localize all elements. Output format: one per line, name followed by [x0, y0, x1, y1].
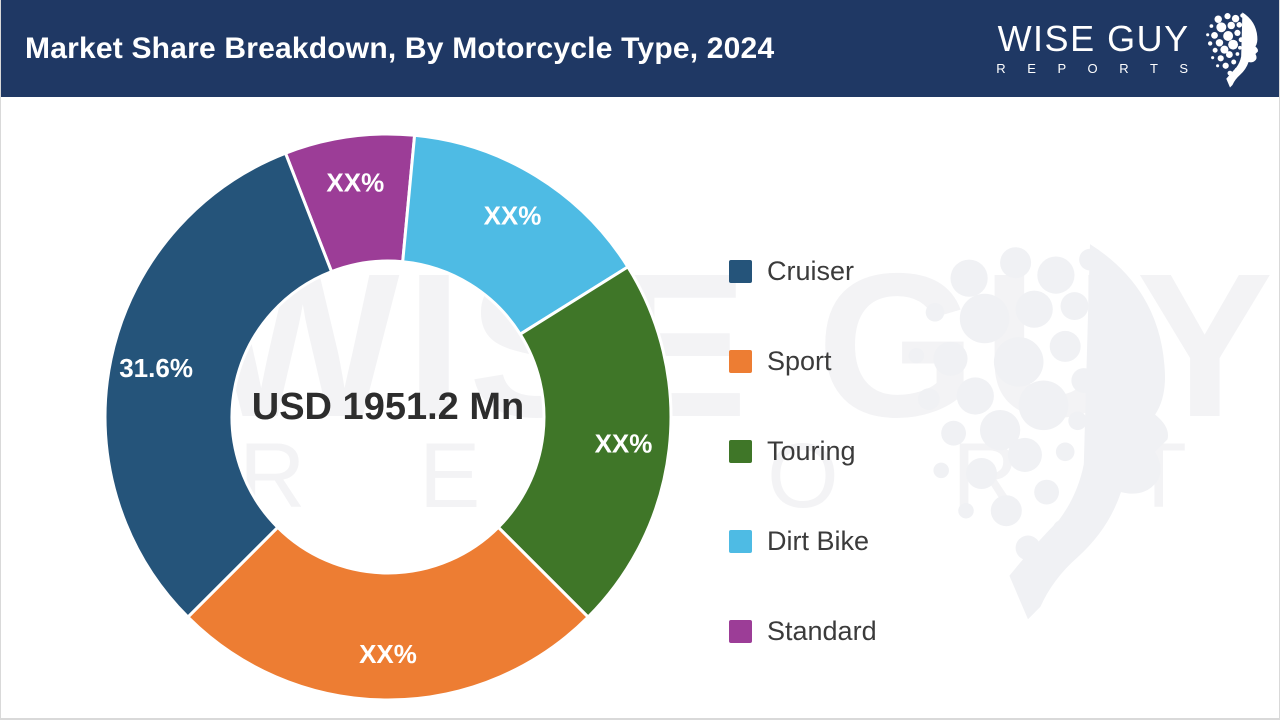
legend-label-dirt-bike: Dirt Bike — [767, 525, 870, 556]
chart-center-value: USD 1951.2 Mn — [251, 386, 525, 428]
legend-item-dirt-bike: Dirt Bike — [729, 516, 877, 566]
page-title: Market Share Breakdown, By Motorcycle Ty… — [25, 31, 775, 65]
segment-value-label-dirt-bike: XX% — [484, 200, 542, 230]
legend-swatch-standard — [729, 619, 752, 643]
donut-segment-sport — [186, 525, 590, 702]
legend-swatch-cruiser — [729, 259, 752, 283]
brand-name: WISE GUY — [997, 18, 1190, 59]
legend-item-touring: Touring — [729, 426, 877, 476]
brand-logo: WISE GUY R E P O R T S — [990, 9, 1261, 89]
chart-legend: Cruiser Sport Touring Dirt Bike Standard — [729, 246, 877, 696]
legend-swatch-touring — [729, 439, 752, 463]
segment-value-label-sport: XX% — [359, 639, 417, 669]
legend-swatch-dirt-bike — [729, 529, 752, 553]
brand-head-icon — [1199, 9, 1261, 89]
brand-subtitle: R E P O R T S — [996, 61, 1197, 76]
segment-value-label-standard: XX% — [326, 167, 384, 197]
legend-swatch-sport — [729, 349, 752, 373]
legend-item-sport: Sport — [729, 336, 877, 386]
legend-label-standard: Standard — [767, 615, 877, 646]
donut-segment-touring — [496, 265, 673, 619]
donut-segment-cruiser — [103, 151, 333, 619]
segment-value-label-cruiser: 31.6% — [119, 353, 193, 383]
legend-label-touring: Touring — [767, 435, 856, 466]
segment-value-label-touring: XX% — [595, 429, 653, 459]
legend-item-cruiser: Cruiser — [729, 246, 877, 296]
legend-label-sport: Sport — [767, 345, 832, 376]
header-bar: Market Share Breakdown, By Motorcycle Ty… — [1, 0, 1279, 97]
donut-segment-dirt-bike — [401, 133, 630, 336]
legend-label-cruiser: Cruiser — [767, 255, 855, 286]
legend-item-standard: Standard — [729, 606, 877, 656]
